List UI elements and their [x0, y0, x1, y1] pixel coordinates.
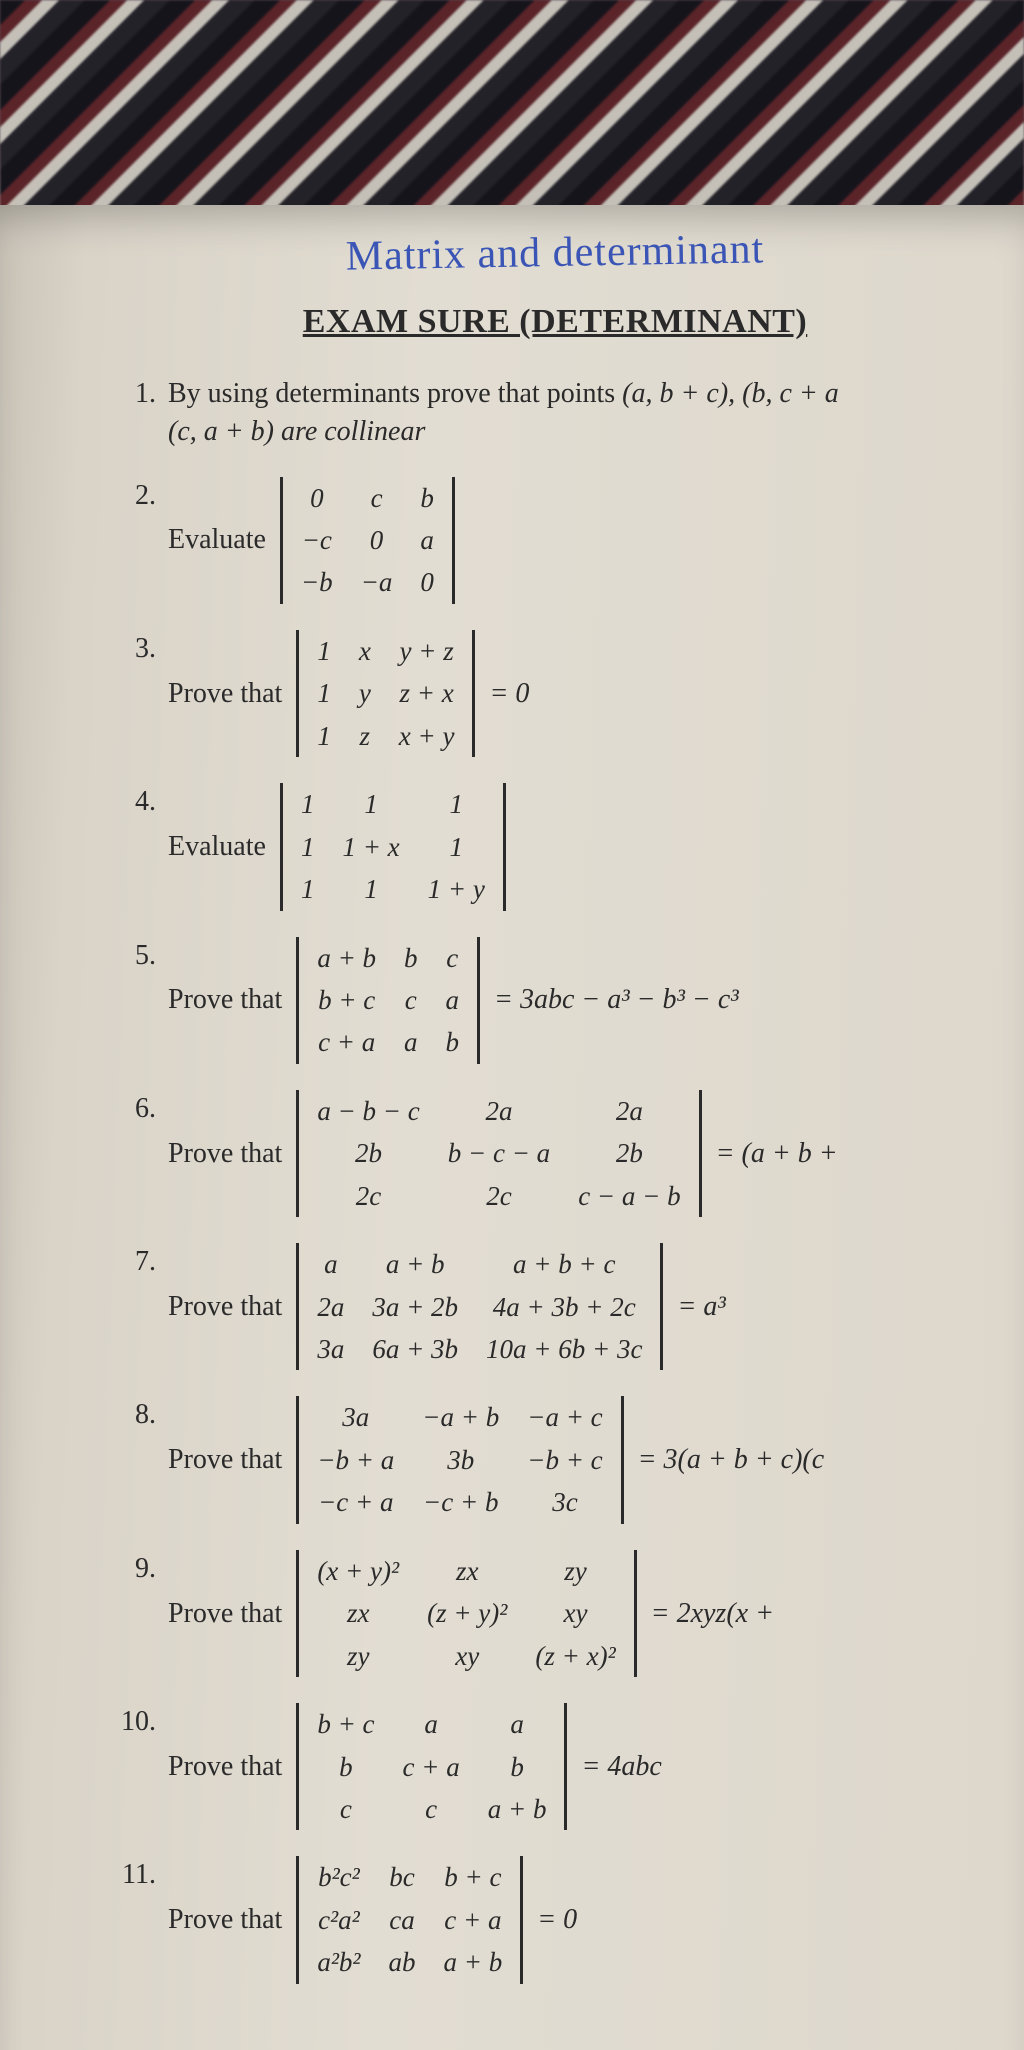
q7-rhs: = a³: [677, 1288, 725, 1326]
paper-sheet: Matrix and determinant EXAM SURE (DETERM…: [0, 205, 1024, 2050]
handwritten-title: Matrix and determinant: [110, 221, 1001, 285]
q4-lead: Evaluate: [168, 828, 266, 866]
section-heading: EXAM SURE (DETERMINANT): [110, 303, 1000, 341]
exam-page: Matrix and determinant EXAM SURE (DETERM…: [0, 0, 1024, 1820]
q7-determinant: aa + ba + b + c 2a3a + 2b4a + 3b + 2c 3a…: [292, 1243, 667, 1370]
q10-lead: Prove that: [168, 1748, 282, 1786]
problem-5: Prove that a + bbc b + cca c + aab = 3ab…: [110, 937, 1000, 1064]
q5-rhs: = 3abc − a³ − b³ − c³: [494, 981, 739, 1019]
q9-determinant: (x + y)²zxzy zx(z + y)²xy zyxy(z + x)²: [292, 1550, 640, 1677]
q11-determinant: b²c²bcb + c c²a²cac + a a²b²aba + b: [292, 1856, 527, 1983]
problem-list: By using determinants prove that points …: [110, 375, 1000, 1984]
problem-4: Evaluate 111 11 + x1 111 + y: [110, 783, 1000, 910]
problem-10: Prove that b + caa bc + ab cca + b = 4ab…: [110, 1703, 1000, 1830]
fabric-background: [0, 0, 1024, 215]
q1-line2: (c, a + b) are collinear: [168, 416, 425, 447]
problem-2: Evaluate 0cb −c0a −b−a0: [110, 477, 1000, 604]
q3-determinant: 1xy + z 1yz + x 1zx + y: [292, 630, 479, 757]
q9-lead: Prove that: [168, 1595, 282, 1633]
q2-determinant: 0cb −c0a −b−a0: [276, 477, 459, 604]
q8-rhs: = 3(a + b + c)(c: [638, 1441, 825, 1479]
q6-rhs: = (a + b +: [716, 1135, 838, 1173]
q1-line1: By using determinants prove that points …: [168, 378, 839, 409]
q10-determinant: b + caa bc + ab cca + b: [292, 1703, 571, 1830]
q9-rhs: = 2xyz(x +: [651, 1595, 774, 1633]
q1-lead: By using determinants prove that points: [168, 378, 622, 409]
q6-lead: Prove that: [168, 1135, 282, 1173]
q8-determinant: 3a−a + b−a + c −b + a3b−b + c −c + a−c +…: [292, 1396, 627, 1523]
q6-determinant: a − b − c2a2a 2bb − c − a2b 2c2cc − a − …: [292, 1090, 705, 1217]
q11-rhs: = 0: [537, 1901, 577, 1939]
q3-rhs: = 0: [489, 675, 529, 713]
q4-determinant: 111 11 + x1 111 + y: [276, 783, 510, 910]
problem-7: Prove that aa + ba + b + c 2a3a + 2b4a +…: [110, 1243, 1000, 1370]
problem-3: Prove that 1xy + z 1yz + x 1zx + y = 0: [110, 630, 1000, 757]
q10-rhs: = 4abc: [581, 1748, 661, 1786]
q7-lead: Prove that: [168, 1288, 282, 1326]
problem-6: Prove that a − b − c2a2a 2bb − c − a2b 2…: [110, 1090, 1000, 1217]
problem-1: By using determinants prove that points …: [110, 375, 1000, 451]
problem-8: Prove that 3a−a + b−a + c −b + a3b−b + c…: [110, 1396, 1000, 1523]
q1-points: (a, b + c), (b, c + a: [622, 378, 839, 409]
q5-lead: Prove that: [168, 981, 282, 1019]
problem-11: Prove that b²c²bcb + c c²a²cac + a a²b²a…: [110, 1856, 1000, 1983]
q11-lead: Prove that: [168, 1901, 282, 1939]
q5-determinant: a + bbc b + cca c + aab: [292, 937, 484, 1064]
q2-lead: Evaluate: [168, 521, 266, 559]
q3-lead: Prove that: [168, 675, 282, 713]
problem-9: Prove that (x + y)²zxzy zx(z + y)²xy zyx…: [110, 1550, 1000, 1677]
q8-lead: Prove that: [168, 1441, 282, 1479]
